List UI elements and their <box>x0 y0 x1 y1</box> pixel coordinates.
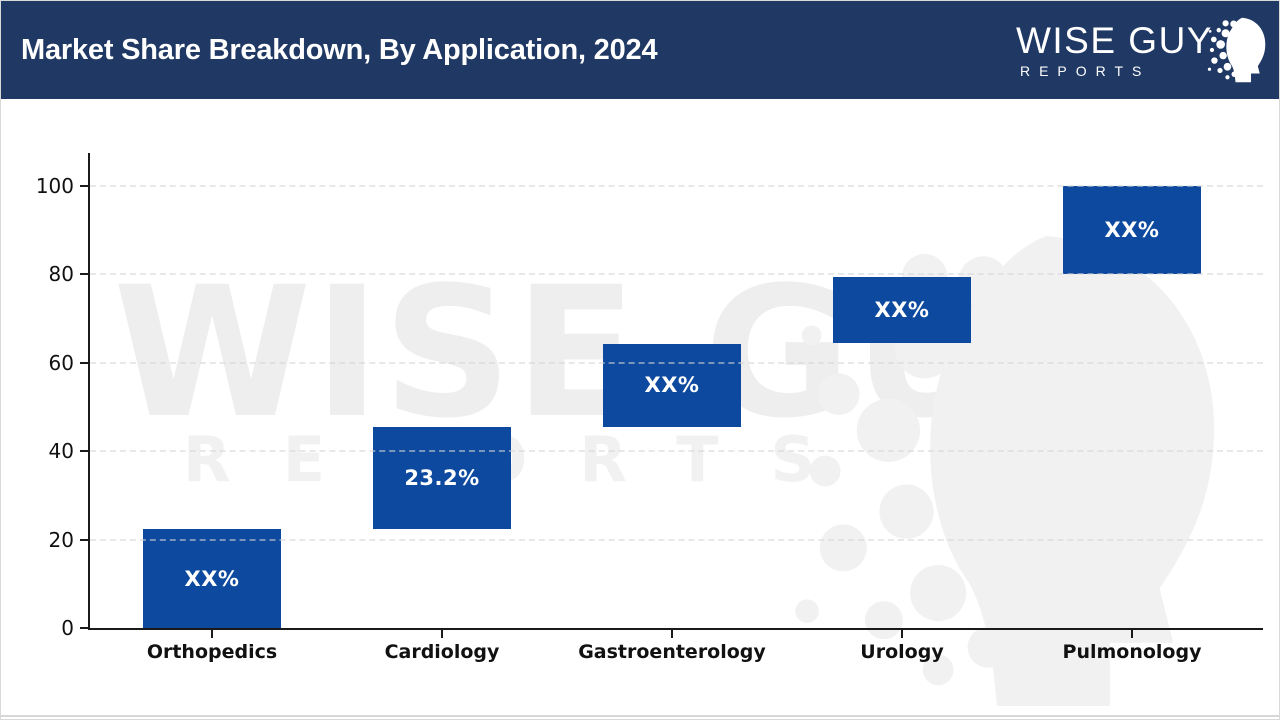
logo-subtext: REPORTS <box>1019 62 1151 79</box>
header: Market Share Breakdown, By Application, … <box>1 1 1279 99</box>
y-tick-mark <box>80 450 88 453</box>
gridline <box>90 361 1263 364</box>
bar: XX% <box>143 529 281 628</box>
bar: XX% <box>603 343 741 427</box>
x-tick-mark <box>211 630 213 638</box>
y-tick-label: 80 <box>48 262 74 287</box>
chart-area: WISE GUY REPORTS XX% Orthopedics 23.2% Card… <box>1 99 1279 719</box>
gridline <box>90 450 1263 453</box>
gridline <box>90 273 1263 276</box>
bar-value-label: XX% <box>874 297 930 322</box>
y-tick-mark <box>80 185 88 187</box>
bar-value-label: 23.2% <box>404 466 480 491</box>
x-category-label: Urology <box>860 641 944 663</box>
bar: XX% <box>1063 186 1201 275</box>
bar: 23.2% <box>373 426 511 530</box>
y-tick-label: 60 <box>48 350 74 375</box>
bar-value-label: XX% <box>644 373 700 398</box>
bar-value-label: XX% <box>184 566 240 591</box>
y-tick-label: 0 <box>61 616 74 640</box>
logo-text: WISE GUY REPORTS <box>1016 22 1213 79</box>
x-category-label: Cardiology <box>384 641 500 663</box>
wise-guy-logo: WISE GUY REPORTS <box>1016 7 1269 93</box>
x-tick-mark <box>1131 630 1133 638</box>
logo-face-icon <box>1207 17 1266 83</box>
x-tick-mark <box>671 630 673 638</box>
x-tick-mark <box>441 630 443 638</box>
x-category-label: Orthopedics <box>146 641 278 663</box>
y-tick-label: 20 <box>48 527 74 552</box>
logo-wordmark: WISE GUY <box>1015 19 1213 61</box>
page-title: Market Share Breakdown, By Application, … <box>21 33 658 66</box>
y-tick-label: 40 <box>48 439 74 464</box>
x-axis-line <box>88 628 1263 630</box>
bar-value-label: XX% <box>1104 218 1160 243</box>
x-tick-mark <box>901 630 903 638</box>
y-tick-mark <box>80 361 88 364</box>
x-category-label: Pulmonology <box>1062 641 1202 663</box>
gridline <box>90 538 1263 541</box>
plot: XX% Orthopedics 23.2% Cardiology XX% Gastroen… <box>1 99 1279 719</box>
y-axis-line <box>88 153 90 630</box>
y-tick-label: 100 <box>35 174 74 198</box>
y-tick-mark <box>80 627 88 629</box>
bar: XX% <box>833 276 971 343</box>
y-tick-mark <box>80 538 88 541</box>
bottom-divider <box>1 715 1279 717</box>
x-category-label: Gastroenterology <box>578 641 766 663</box>
gridline <box>90 185 1263 187</box>
y-tick-mark <box>80 273 88 276</box>
